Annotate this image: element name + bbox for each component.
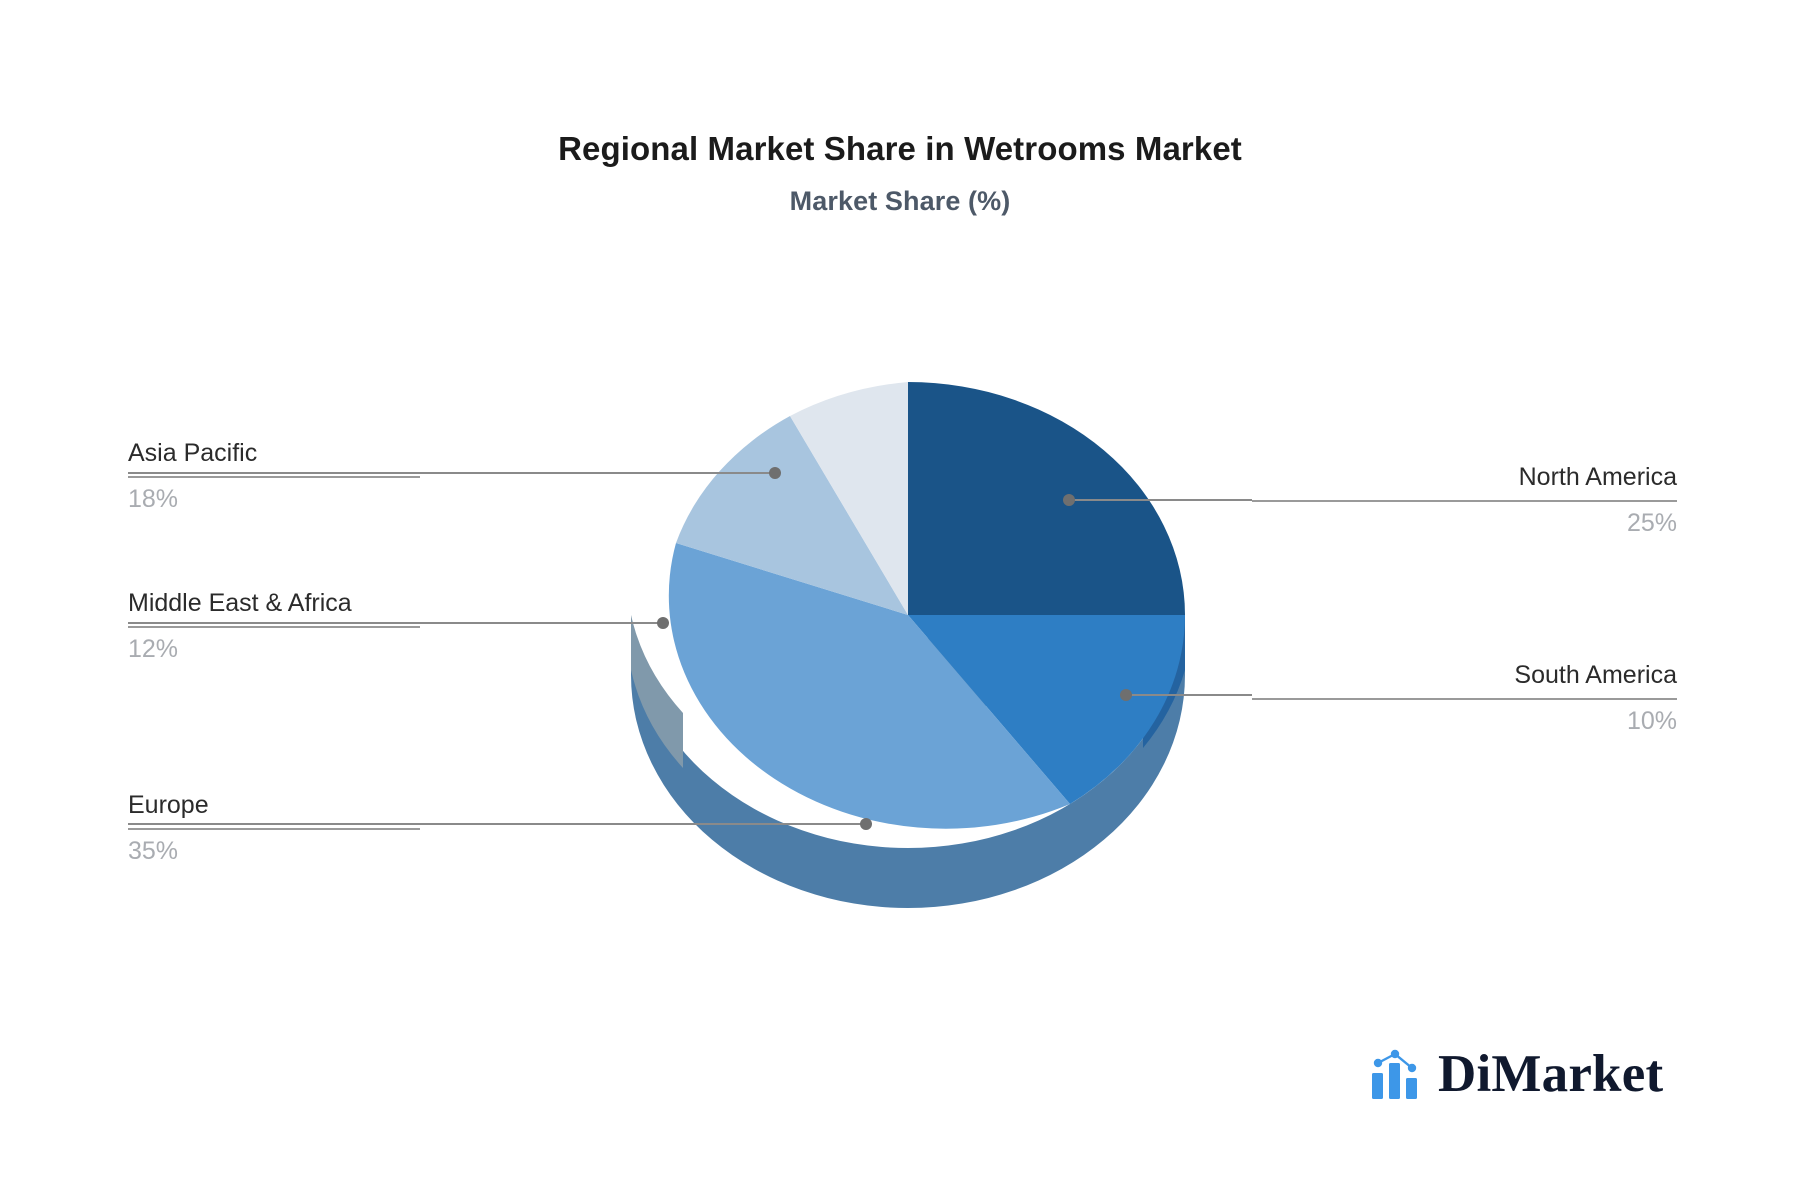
pie-slice-asia-pacific[interactable]: [790, 382, 908, 615]
callout-asia-pacific: Asia Pacific 18%: [128, 438, 420, 516]
title-block: Regional Market Share in Wetrooms Market…: [0, 128, 1800, 217]
callout-label-asia-pacific: Asia Pacific: [128, 439, 258, 467]
callout-rule-middle-east-africa: [128, 626, 420, 629]
pie-slice-south-america[interactable]: [908, 615, 1185, 804]
callout-rule-south-america: [1252, 698, 1677, 701]
callout-middle-east-africa: Middle East & Africa 12%: [128, 588, 420, 666]
pie-side-middle-east-africa: [631, 615, 683, 768]
pie-svg: [631, 382, 1185, 908]
callout-value-north-america: 25%: [1626, 509, 1677, 538]
pie-side-rim: [631, 615, 1185, 908]
callout-value-europe: 35%: [128, 837, 179, 866]
bar-chart-icon: [1372, 1049, 1417, 1099]
chart-subtitle: Market Share (%): [789, 186, 1011, 217]
callout-north-america: North America 25%: [1252, 462, 1677, 540]
pie-slice-middle-east-africa[interactable]: [676, 416, 908, 615]
callout-south-america: South America 10%: [1252, 660, 1677, 738]
brand-logo-text: DiMarket: [1438, 1045, 1664, 1103]
pie-chart: [583, 370, 1233, 980]
pie-slice-north-america[interactable]: [908, 382, 1185, 615]
callout-value-asia-pacific: 18%: [128, 485, 179, 514]
callout-value-south-america: 10%: [1626, 707, 1677, 736]
callout-label-europe: Europe: [128, 791, 209, 819]
callout-rule-north-america: [1252, 500, 1677, 503]
callout-label-middle-east-africa: Middle East & Africa: [128, 589, 352, 617]
callout-europe: Europe 35%: [128, 790, 420, 868]
pie-slice-europe[interactable]: [668, 543, 1070, 829]
callout-rule-europe: [128, 828, 420, 831]
callout-label-north-america: North America: [1518, 463, 1677, 491]
callout-rule-asia-pacific: [128, 476, 420, 479]
chart-title: Regional Market Share in Wetrooms Market: [558, 130, 1242, 167]
callout-label-south-america: South America: [1514, 661, 1677, 689]
callout-value-middle-east-africa: 12%: [128, 635, 179, 664]
brand-logo: DiMarket: [1370, 1048, 1663, 1101]
